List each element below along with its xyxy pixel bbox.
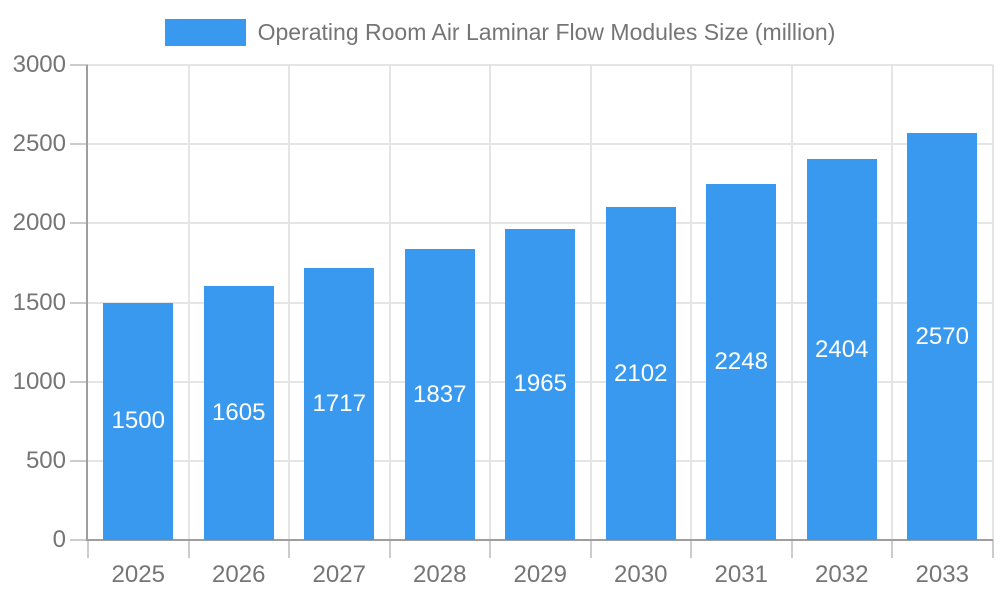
bar-value-label: 1717 <box>312 390 366 418</box>
bar: 2102 <box>605 207 676 540</box>
gridline-vertical <box>288 65 290 540</box>
x-axis-line <box>86 539 993 541</box>
bar-value-label: 2248 <box>714 348 768 376</box>
x-axis-label: 2026 <box>212 561 266 588</box>
gridline-vertical <box>489 65 491 540</box>
x-axis-label: 2030 <box>614 561 668 588</box>
gridline-horizontal <box>88 64 993 66</box>
y-axis-tick <box>70 539 88 541</box>
x-axis-label: 2027 <box>312 561 366 588</box>
gridline-horizontal <box>88 143 993 146</box>
x-axis-tick <box>690 540 692 558</box>
y-axis-label: 500 <box>25 446 66 474</box>
y-axis-label: 3000 <box>12 51 66 78</box>
bar-value-label: 2570 <box>915 322 969 350</box>
x-axis-tick <box>87 540 89 558</box>
y-axis-tick <box>70 143 88 146</box>
legend-item[interactable]: Operating Room Air Laminar Flow Modules … <box>0 14 1000 50</box>
y-axis-tick <box>70 64 88 66</box>
x-axis-tick <box>790 540 793 558</box>
y-axis-label: 2500 <box>12 130 66 158</box>
x-axis-label: 2028 <box>413 561 467 588</box>
x-axis-label: 2032 <box>815 561 869 588</box>
bar-value-label: 1837 <box>413 380 467 408</box>
legend-color-swatch <box>164 18 246 46</box>
bar: 2404 <box>806 159 877 540</box>
x-axis-label: 2033 <box>915 561 969 588</box>
x-axis-tick <box>489 540 491 558</box>
bar-value-label: 1500 <box>111 407 165 435</box>
bar: 1965 <box>505 228 576 540</box>
y-axis-label: 2000 <box>12 209 66 237</box>
x-axis-tick <box>388 540 391 558</box>
x-axis-label: 2025 <box>111 561 165 588</box>
y-axis-label: 0 <box>52 526 66 553</box>
bar: 2570 <box>907 133 978 540</box>
y-axis-label: 1500 <box>12 288 66 316</box>
x-axis-tick <box>891 540 893 558</box>
bar: 1605 <box>203 285 274 540</box>
gridline-vertical <box>991 65 994 540</box>
x-axis-tick <box>991 540 994 558</box>
x-axis-label: 2029 <box>513 561 567 588</box>
x-axis-tick <box>187 540 190 558</box>
gridline-vertical <box>589 65 592 540</box>
bar: 1717 <box>304 268 375 540</box>
y-axis-label: 1000 <box>12 367 66 395</box>
bar-value-label: 1965 <box>513 370 567 398</box>
bar-value-label: 2102 <box>614 359 668 387</box>
gridline-vertical <box>690 65 692 540</box>
bar-value-label: 1605 <box>212 398 266 426</box>
legend-label: Operating Room Air Laminar Flow Modules … <box>257 18 836 45</box>
y-axis-line <box>86 65 88 540</box>
x-axis-tick <box>589 540 592 558</box>
bar: 1500 <box>103 302 174 540</box>
gridline-horizontal <box>88 222 993 225</box>
bar: 1837 <box>404 249 475 540</box>
gridline-vertical <box>187 65 190 540</box>
x-axis-tick <box>288 540 290 558</box>
y-axis-tick <box>70 380 88 383</box>
bar: 2248 <box>706 184 777 540</box>
gridline-vertical <box>790 65 793 540</box>
y-axis-tick <box>70 222 88 225</box>
x-axis-label: 2031 <box>714 561 768 588</box>
bar-value-label: 2404 <box>815 335 869 363</box>
y-axis-tick <box>70 459 88 462</box>
y-axis-tick <box>70 301 88 304</box>
gridline-vertical <box>891 65 893 540</box>
gridline-vertical <box>388 65 391 540</box>
